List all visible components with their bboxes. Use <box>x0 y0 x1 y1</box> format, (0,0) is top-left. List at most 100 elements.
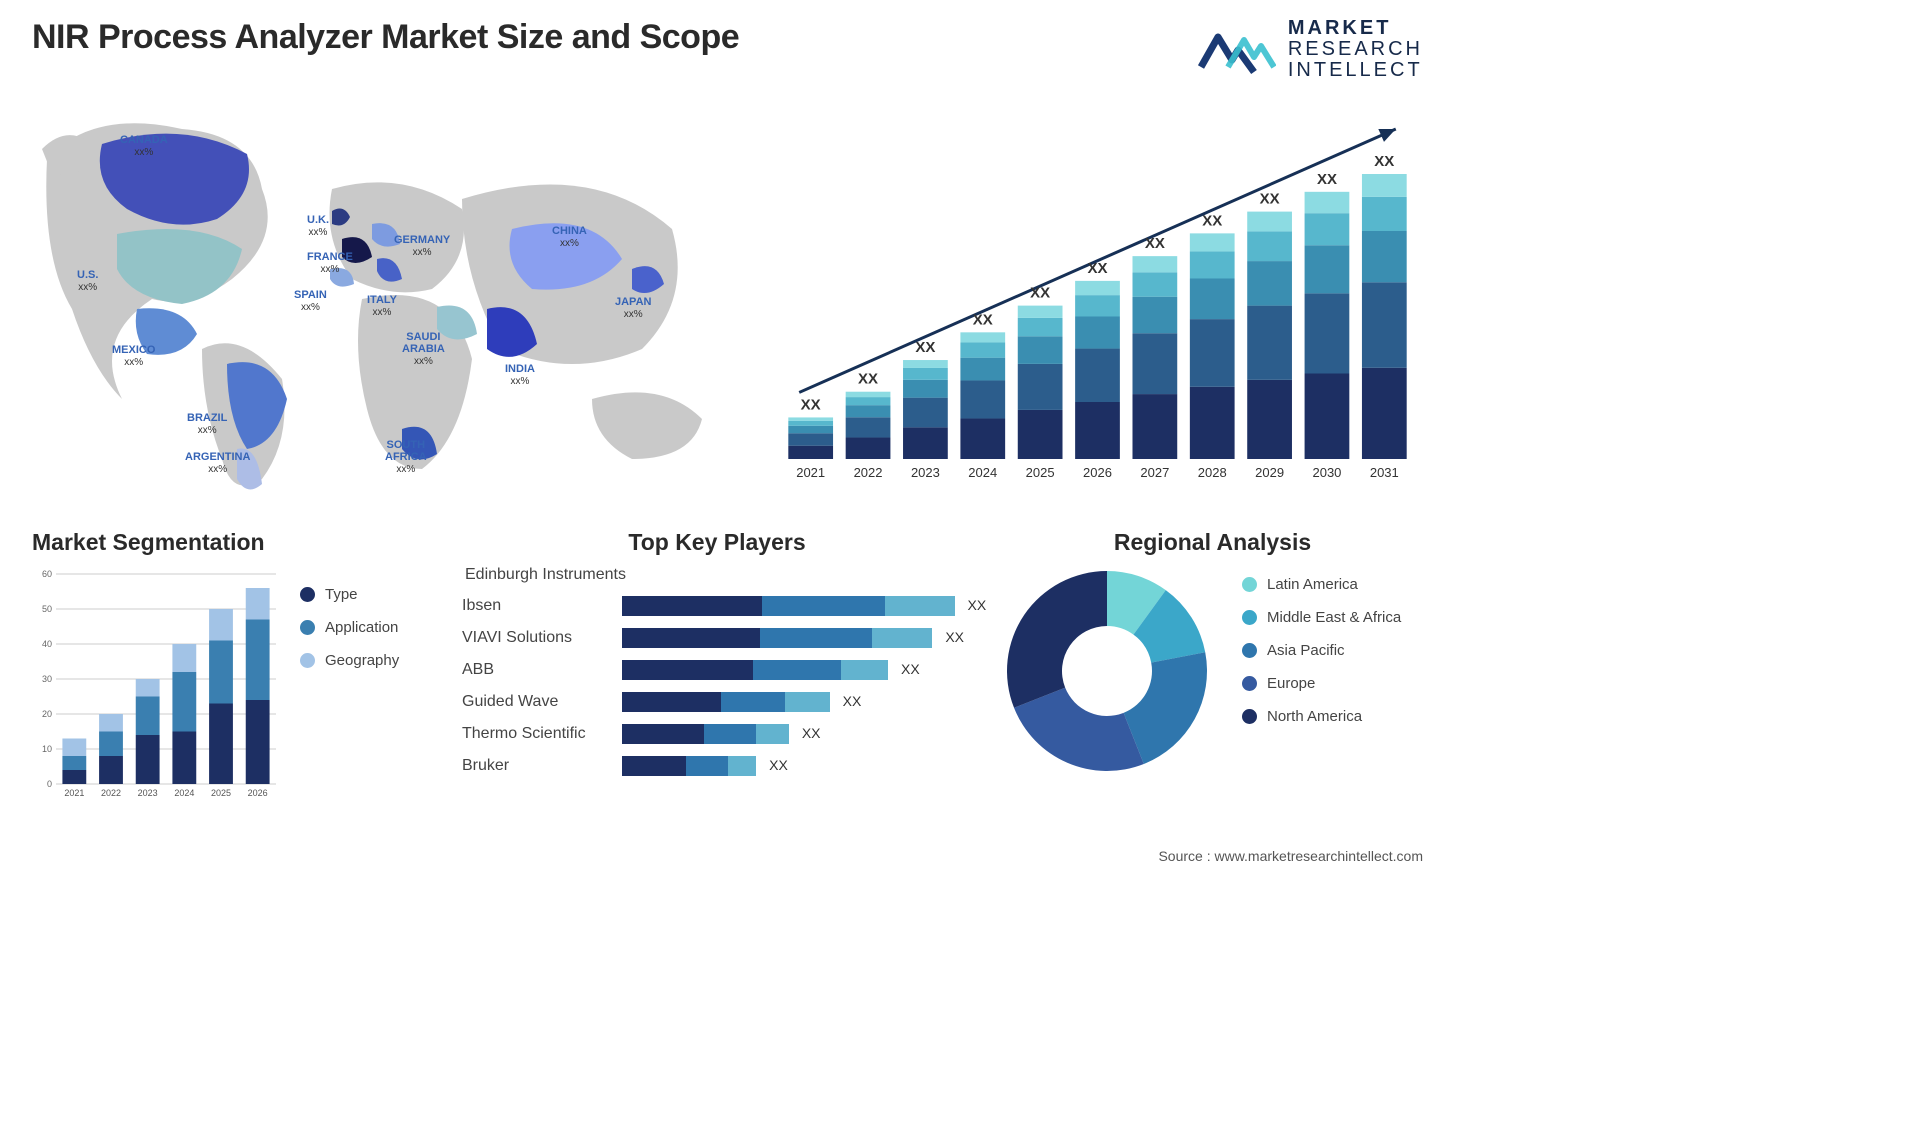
player-row: Guided Wave XX <box>462 686 972 718</box>
player-row: Ibsen XX <box>462 590 972 622</box>
player-bar: XX <box>622 724 972 744</box>
map-label: INDIAxx% <box>505 363 535 387</box>
map-label: SAUDIARABIAxx% <box>402 331 445 367</box>
svg-text:2024: 2024 <box>968 465 997 480</box>
map-label: U.K.xx% <box>307 214 329 238</box>
player-row: VIAVI Solutions XX <box>462 622 972 654</box>
players-list: IbsenXXVIAVI SolutionsXXABBXXGuided Wave… <box>462 590 972 782</box>
map-label: SOUTHAFRICAxx% <box>385 439 427 475</box>
top-row: NIR Process Analyzer Market Size and Sco… <box>32 18 1423 81</box>
svg-text:XX: XX <box>1087 260 1107 277</box>
page-title: NIR Process Analyzer Market Size and Sco… <box>32 18 739 57</box>
legend-item: Asia Pacific <box>1242 642 1401 659</box>
player-name: Guided Wave <box>462 693 612 711</box>
legend-dot <box>300 620 315 635</box>
legend-label: North America <box>1267 708 1362 725</box>
svg-text:XX: XX <box>1260 191 1280 208</box>
svg-text:XX: XX <box>1145 235 1165 252</box>
svg-text:2027: 2027 <box>1140 465 1169 480</box>
map-label: U.S.xx% <box>77 269 98 293</box>
svg-text:2025: 2025 <box>211 788 231 798</box>
regional-title: Regional Analysis <box>1002 529 1423 556</box>
svg-text:2028: 2028 <box>1198 465 1227 480</box>
player-bar: XX <box>622 660 972 680</box>
legend-item: Application <box>300 619 399 636</box>
player-value: XX <box>843 693 862 709</box>
svg-text:XX: XX <box>1317 171 1337 188</box>
svg-text:2025: 2025 <box>1026 465 1055 480</box>
logo-line-2: RESEARCH <box>1288 39 1423 60</box>
svg-text:XX: XX <box>915 339 935 356</box>
svg-text:XX: XX <box>973 311 993 328</box>
legend-dot <box>1242 676 1257 691</box>
player-value: XX <box>945 629 964 645</box>
svg-text:0: 0 <box>47 779 52 789</box>
map-label: SPAINxx% <box>294 289 327 313</box>
legend-label: Type <box>325 586 358 603</box>
player-value: XX <box>968 597 987 613</box>
legend-item: Middle East & Africa <box>1242 609 1401 626</box>
map-label: GERMANYxx% <box>394 234 450 258</box>
legend-item: Type <box>300 586 399 603</box>
svg-text:XX: XX <box>1374 153 1394 170</box>
logo-icon <box>1196 22 1276 77</box>
svg-text:2031: 2031 <box>1370 465 1399 480</box>
legend-dot <box>1242 643 1257 658</box>
legend-dot <box>1242 577 1257 592</box>
svg-text:10: 10 <box>42 744 52 754</box>
svg-text:30: 30 <box>42 674 52 684</box>
source-attribution: Source : www.marketresearchintellect.com <box>1158 848 1423 864</box>
legend-item: Europe <box>1242 675 1401 692</box>
regional-donut-chart <box>1002 566 1212 776</box>
svg-text:2026: 2026 <box>248 788 268 798</box>
segmentation-title: Market Segmentation <box>32 529 432 556</box>
legend-item: Latin America <box>1242 576 1401 593</box>
svg-text:XX: XX <box>858 371 878 388</box>
regional-legend: Latin America Middle East & Africa Asia Pa… <box>1242 576 1401 725</box>
svg-text:2023: 2023 <box>911 465 940 480</box>
player-value: XX <box>769 757 788 773</box>
segmentation-legend: Type Application Geography <box>300 586 399 669</box>
legend-label: Geography <box>325 652 399 669</box>
player-bar: XX <box>622 596 972 616</box>
map-label: JAPANxx% <box>615 296 651 320</box>
legend-label: Application <box>325 619 398 636</box>
player-name: Bruker <box>462 757 612 775</box>
player-name: Thermo Scientific <box>462 725 612 743</box>
regional-panel: Regional Analysis Latin America Middle Ea… <box>1002 529 1423 806</box>
map-label: ITALYxx% <box>367 294 397 318</box>
svg-text:20: 20 <box>42 709 52 719</box>
legend-label: Europe <box>1267 675 1315 692</box>
legend-item: Geography <box>300 652 399 669</box>
map-label: CANADAxx% <box>120 134 168 158</box>
world-map: CANADAxx%U.S.xx%MEXICOxx%BRAZILxx%ARGENT… <box>32 99 732 499</box>
main-row: CANADAxx%U.S.xx%MEXICOxx%BRAZILxx%ARGENT… <box>32 99 1423 499</box>
legend-item: North America <box>1242 708 1401 725</box>
svg-text:2023: 2023 <box>138 788 158 798</box>
svg-text:XX: XX <box>1202 212 1222 229</box>
page-root: NIR Process Analyzer Market Size and Sco… <box>0 0 1455 868</box>
legend-label: Asia Pacific <box>1267 642 1345 659</box>
player-value: XX <box>901 661 920 677</box>
player-row: ABB XX <box>462 654 972 686</box>
bottom-row: Market Segmentation 01020304050602021202… <box>32 529 1423 806</box>
svg-text:XX: XX <box>801 396 821 413</box>
svg-text:2022: 2022 <box>854 465 883 480</box>
player-name: Ibsen <box>462 597 612 615</box>
segmentation-chart: 0102030405060202120222023202420252026 <box>32 566 282 806</box>
map-label: MEXICOxx% <box>112 344 155 368</box>
player-name: VIAVI Solutions <box>462 629 612 647</box>
svg-text:2024: 2024 <box>174 788 194 798</box>
svg-text:2029: 2029 <box>1255 465 1284 480</box>
player-bar: XX <box>622 756 972 776</box>
svg-text:2026: 2026 <box>1083 465 1112 480</box>
regional-content: Latin America Middle East & Africa Asia Pa… <box>1002 566 1423 776</box>
players-panel: Top Key Players Edinburgh Instruments Ib… <box>462 529 972 806</box>
players-title: Top Key Players <box>462 529 972 556</box>
player-row: Thermo Scientific XX <box>462 718 972 750</box>
map-label: CHINAxx% <box>552 225 587 249</box>
logo-line-3: INTELLECT <box>1288 60 1423 81</box>
player-row: Bruker XX <box>462 750 972 782</box>
player-name: ABB <box>462 661 612 679</box>
svg-text:XX: XX <box>1030 285 1050 302</box>
